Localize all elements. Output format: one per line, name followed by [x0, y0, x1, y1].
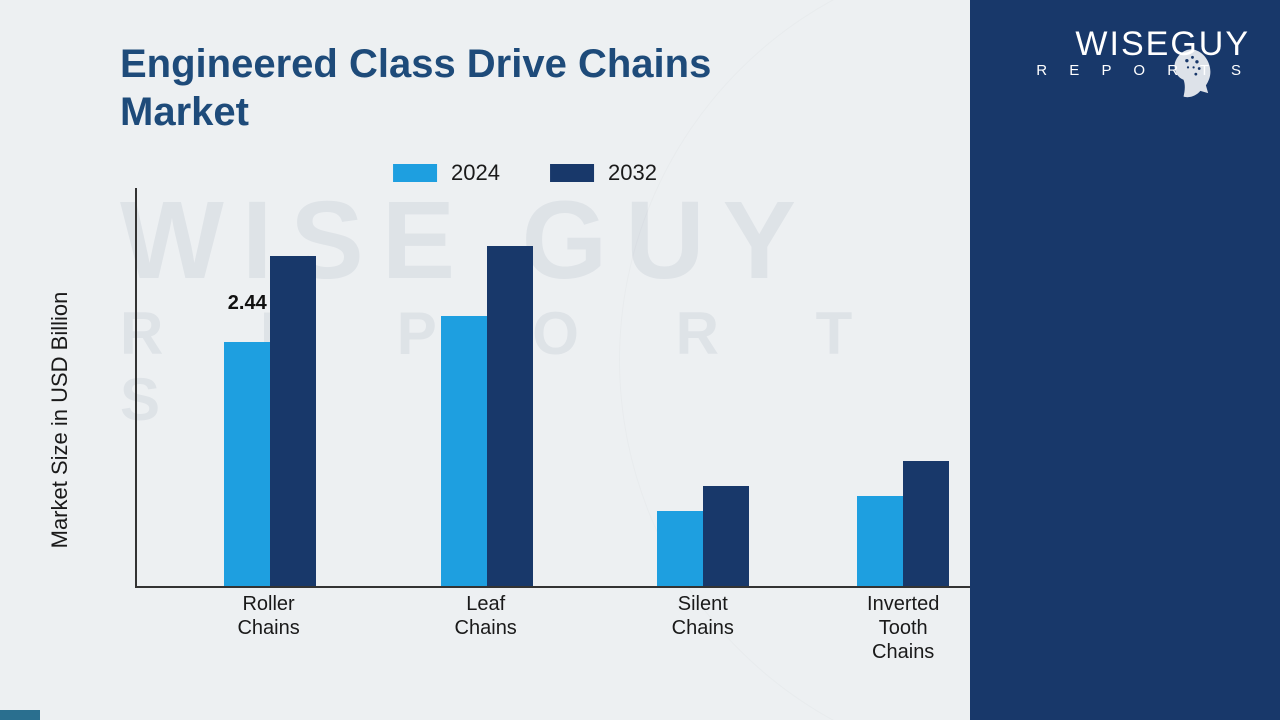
x-tick-label: Silent Chains [672, 592, 734, 640]
right-panel [970, 0, 1280, 720]
legend-swatch-2032 [550, 164, 594, 182]
legend-swatch-2024 [393, 164, 437, 182]
legend: 2024 2032 [393, 160, 657, 186]
legend-label-2032: 2032 [608, 160, 657, 186]
plot-area: 2.44 [135, 188, 970, 588]
bar [270, 256, 316, 586]
x-tick-label: Inverted Tooth Chains [867, 592, 939, 664]
bar [703, 486, 749, 586]
legend-item-2032: 2032 [550, 160, 657, 186]
y-axis-label: Market Size in USD Billion [47, 292, 73, 549]
bar [224, 342, 270, 586]
chart: Market Size in USD Billion 2024 2032 2.4… [70, 160, 980, 680]
brand-logo: WISEGUY R E P O R T S [1036, 25, 1250, 79]
bar [903, 461, 949, 586]
bar-group [857, 461, 949, 586]
legend-item-2024: 2024 [393, 160, 500, 186]
stage: WISE GUY R E P O R T S Engineered Class … [0, 0, 1280, 720]
logo-main: WISEGUY [1036, 25, 1250, 64]
head-icon [1160, 45, 1216, 101]
bar [487, 246, 533, 586]
page-title: Engineered Class Drive Chains Market [120, 40, 720, 136]
bar [857, 496, 903, 586]
bar-group [657, 486, 749, 586]
bar [441, 316, 487, 586]
bar [657, 511, 703, 586]
logo-sub: R E P O R T S [1036, 62, 1250, 79]
bar-group [441, 246, 533, 586]
x-tick-label: Leaf Chains [455, 592, 517, 640]
x-axis: Roller Chains Leaf Chains Silent Chains Inv… [135, 592, 970, 672]
bottom-accent-bar [0, 710, 40, 720]
x-tick-label: Roller Chains [237, 592, 299, 640]
legend-label-2024: 2024 [451, 160, 500, 186]
value-label: 2.44 [228, 292, 267, 315]
